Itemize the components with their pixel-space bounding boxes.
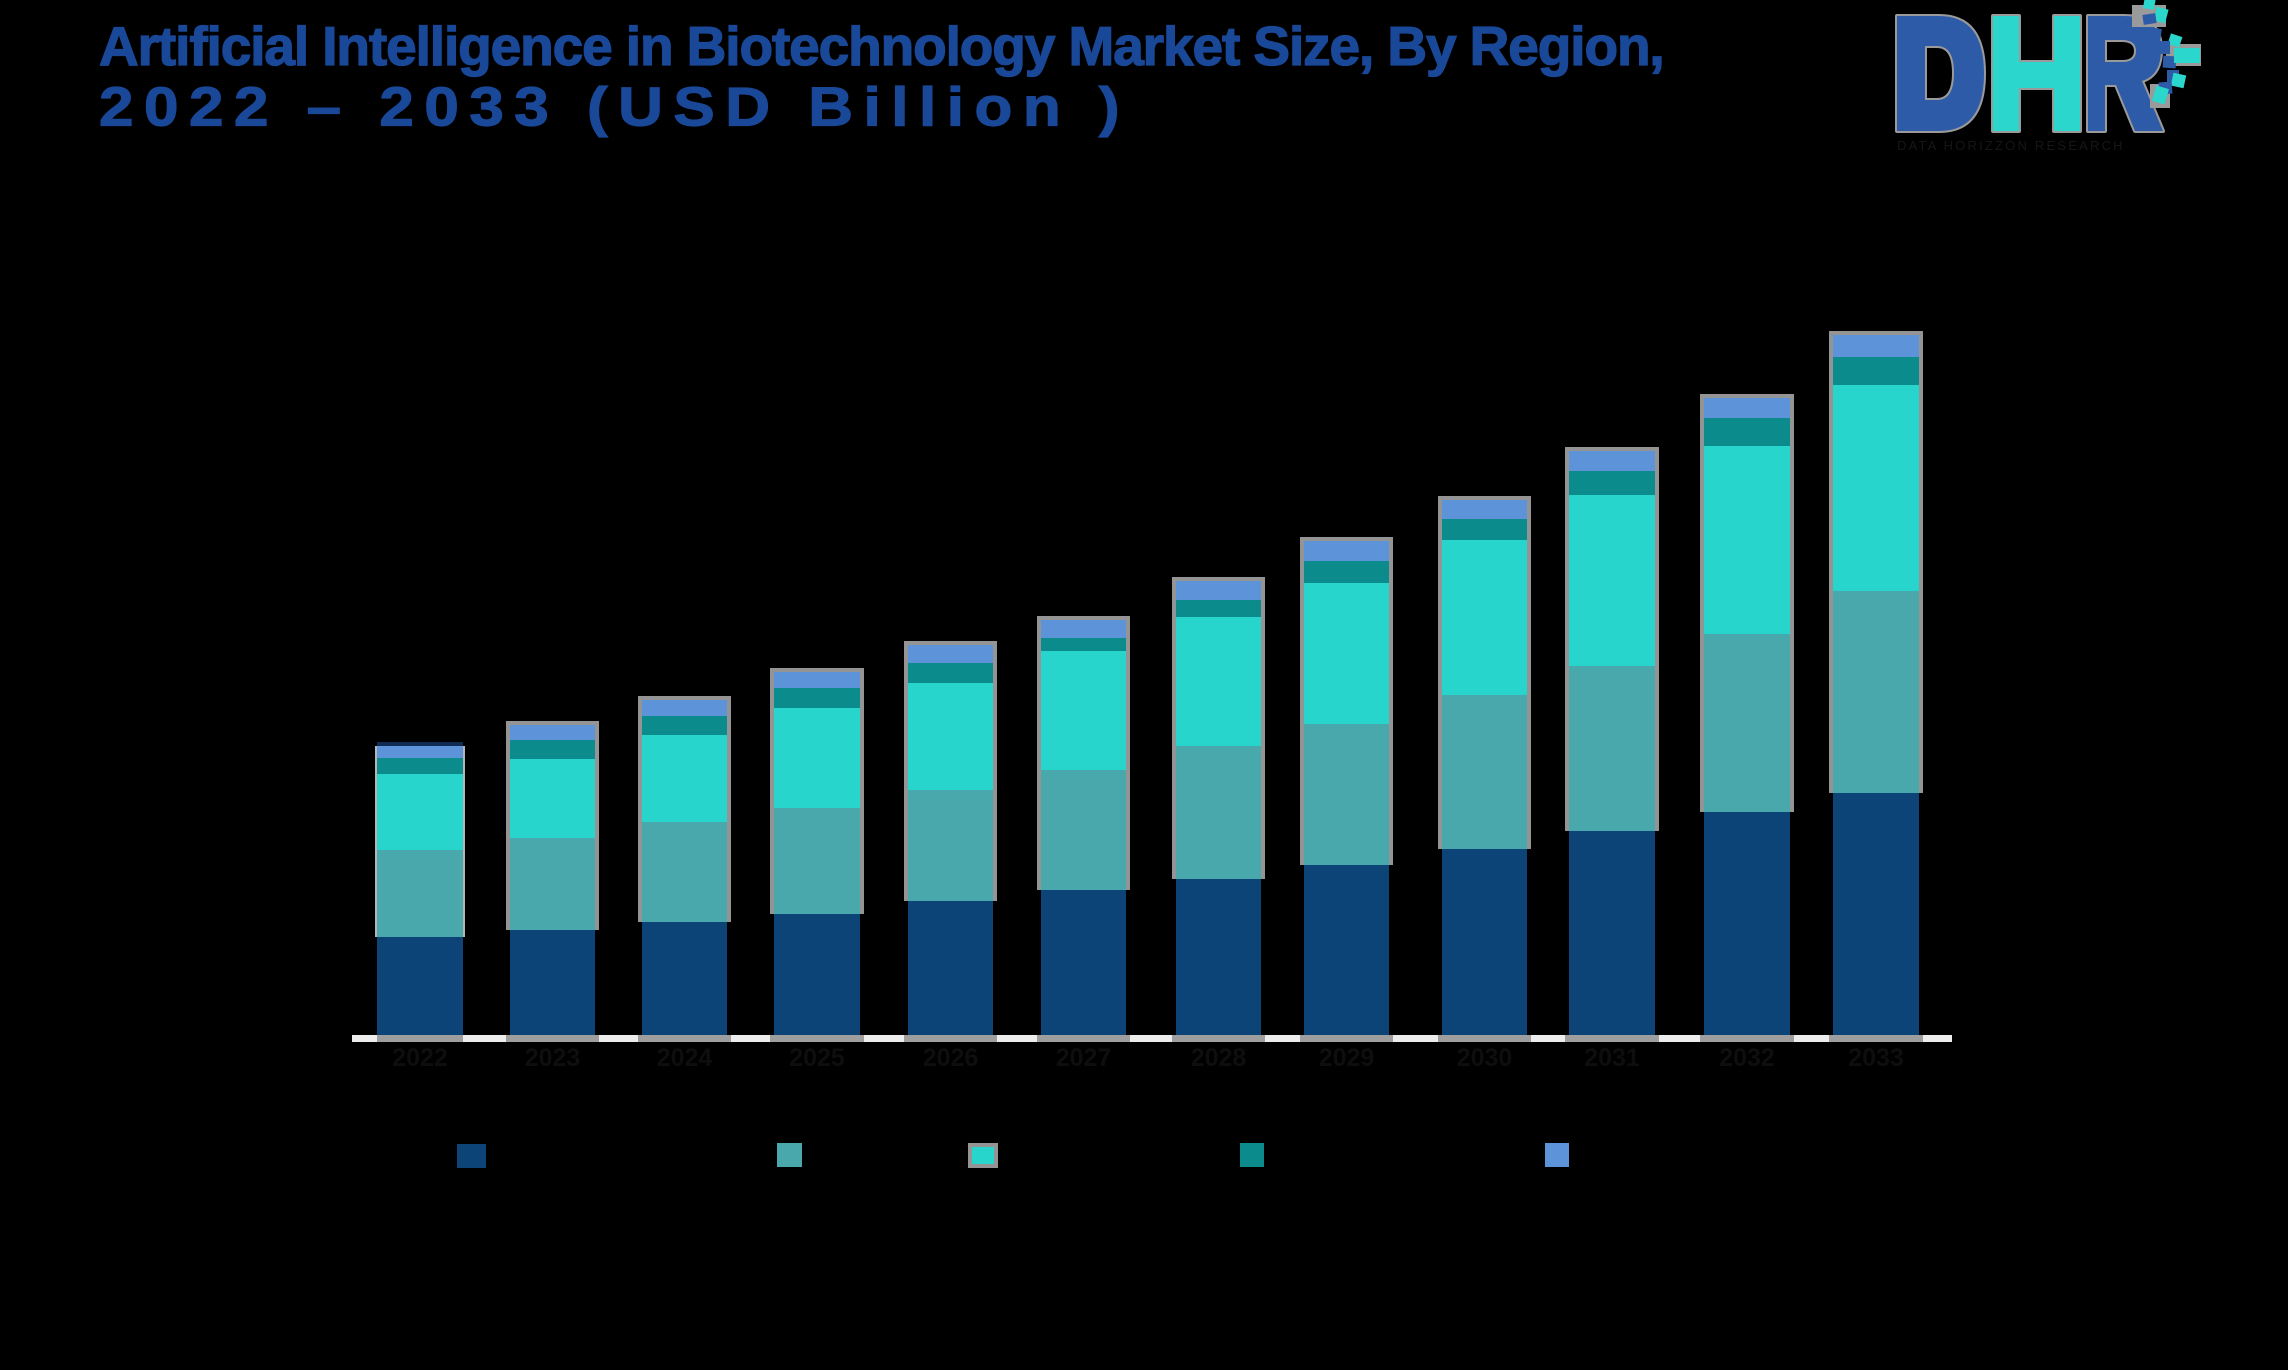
svg-text:DATA HORIZZON RESEARCH: DATA HORIZZON RESEARCH bbox=[1897, 138, 2125, 153]
